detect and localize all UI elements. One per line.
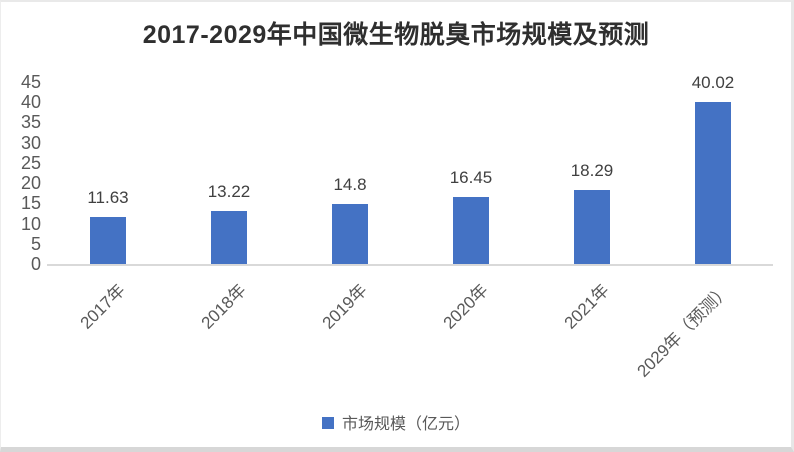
chart-title: 2017-2029年中国微生物脱臭市场规模及预测 xyxy=(142,21,650,49)
y-axis-tick-label: 15 xyxy=(20,193,41,214)
x-axis-category-label: 2018年 xyxy=(197,280,250,333)
bar xyxy=(574,190,610,264)
x-axis-line xyxy=(47,264,773,266)
bar-value-label: 14.8 xyxy=(333,175,367,194)
x-axis-category-label: 2021年 xyxy=(560,280,613,333)
bar-value-label: 18.29 xyxy=(570,161,614,180)
y-axis-tick-label: 25 xyxy=(20,152,41,173)
bar xyxy=(90,217,126,264)
bar xyxy=(695,102,731,264)
legend: 市场规模（亿元） xyxy=(1,410,791,434)
bar xyxy=(211,211,247,264)
x-axis-category-label: 2019年 xyxy=(318,280,371,333)
y-axis-tick-label: 30 xyxy=(20,132,41,153)
bar-value-label: 16.45 xyxy=(449,168,493,187)
bar-value-label: 13.22 xyxy=(207,182,251,201)
bar xyxy=(453,197,489,264)
bar-value-label: 40.02 xyxy=(691,73,735,92)
y-axis-tick-label: 20 xyxy=(20,173,41,194)
x-axis-category-label: 2029年（预测） xyxy=(633,280,734,381)
legend-swatch-icon xyxy=(321,417,334,429)
y-axis-tick-label: 40 xyxy=(20,92,41,113)
bar-value-label: 11.63 xyxy=(87,188,129,207)
y-axis-tick-label: 5 xyxy=(30,233,41,254)
legend-label: 市场规模（亿元） xyxy=(341,416,470,433)
y-axis-tick-label: 45 xyxy=(20,72,41,92)
y-axis-tick-label: 10 xyxy=(20,213,41,234)
y-axis-tick-label: 35 xyxy=(20,112,41,133)
x-axis-category-label: 2017年 xyxy=(76,280,129,333)
x-axis-category-label: 2020年 xyxy=(439,280,492,333)
y-axis-tick-label: 0 xyxy=(30,254,41,274)
bar xyxy=(332,204,368,264)
